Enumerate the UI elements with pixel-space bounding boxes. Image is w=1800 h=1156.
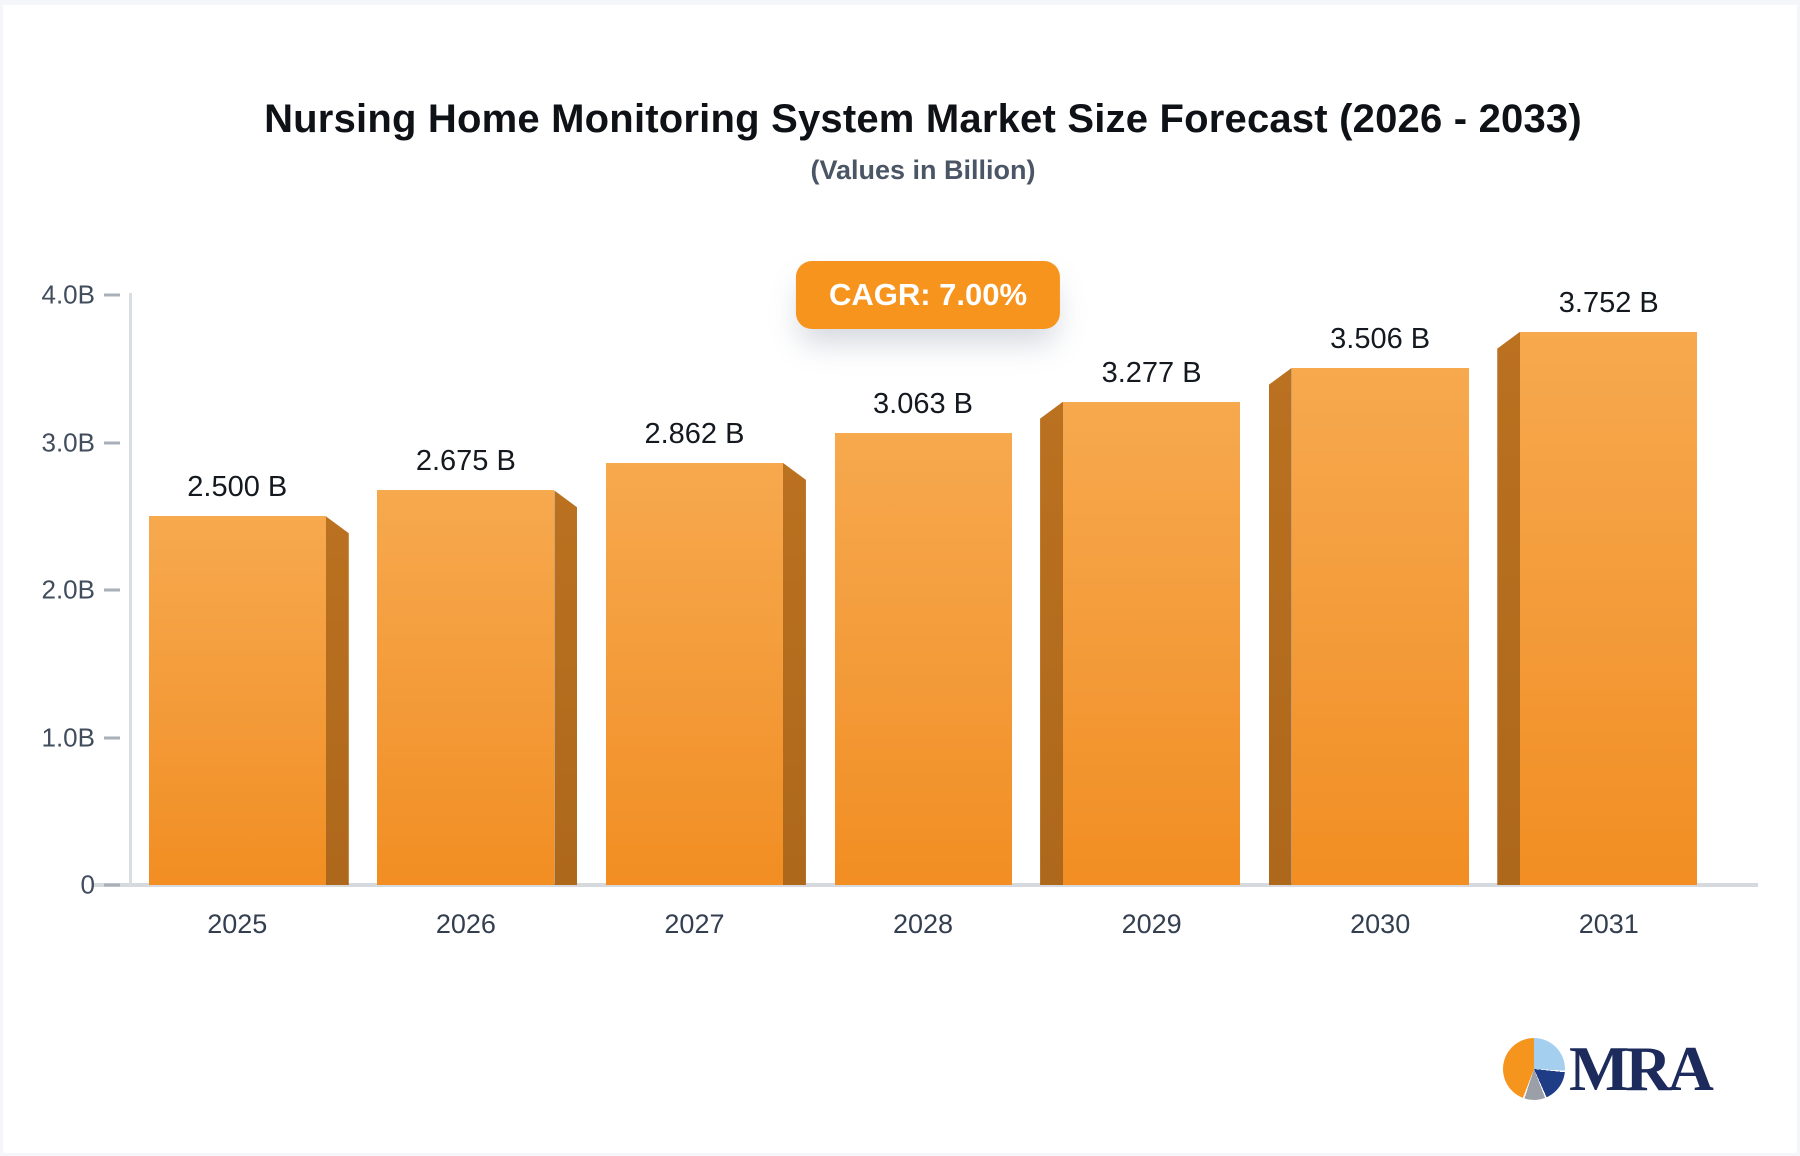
y-tick-label: 2.0B <box>41 574 96 605</box>
cagr-badge: CAGR: 7.00% <box>795 261 1061 329</box>
y-tick-mark <box>104 883 120 887</box>
bar-group-2031: 3.752 B 2031 <box>1494 287 1723 939</box>
bar-3d-side <box>554 490 578 885</box>
bar-value-label: 2.675 B <box>415 445 516 478</box>
bar-value-label: 3.063 B <box>873 388 974 421</box>
pie-chart-icon <box>1503 1038 1565 1100</box>
x-tick-label: 2031 <box>1578 909 1639 939</box>
bar <box>605 462 783 885</box>
bar <box>834 433 1012 885</box>
bar-3d-side <box>1497 331 1521 885</box>
bar-group-2026: 2.675 B 2026 <box>352 295 581 939</box>
x-tick-label: 2025 <box>207 909 268 939</box>
bar-group-2027: 2.862 B 2027 <box>580 295 809 939</box>
bar <box>1520 331 1698 885</box>
x-tick-label: 2029 <box>1121 909 1182 939</box>
bar-3d-side <box>1040 401 1064 885</box>
brand-logo: MRA <box>1503 1033 1714 1104</box>
bar-value-label: 2.862 B <box>644 417 745 450</box>
chart-title: Nursing Home Monitoring System Market Si… <box>264 97 1582 141</box>
bar-group-2025: 2.500 B 2025 <box>123 295 352 939</box>
y-tick-mark <box>104 441 120 444</box>
bar-value-label: 3.506 B <box>1330 322 1431 355</box>
x-tick-label: 2028 <box>892 909 954 939</box>
bar-value-label: 3.752 B <box>1558 286 1659 319</box>
x-tick-label: 2026 <box>435 909 496 939</box>
y-tick-label: 0 <box>80 869 95 900</box>
bar-group-2028: 3.063 B 2028 <box>809 295 1038 939</box>
bar-3d-side <box>782 462 806 885</box>
chart-card: Nursing Home Monitoring System Market Si… <box>3 5 1797 1153</box>
bar <box>377 490 555 885</box>
x-axis-line <box>93 883 1758 887</box>
x-tick-label: 2030 <box>1350 909 1411 939</box>
y-tick-mark <box>104 736 120 739</box>
bar <box>148 516 326 885</box>
y-tick-label: 3.0B <box>41 427 96 457</box>
bar-3d-side <box>325 516 349 885</box>
x-tick-label: 2027 <box>664 909 725 939</box>
y-tick-label: 4.0B <box>41 279 96 310</box>
y-tick-label: 1.0B <box>41 722 96 752</box>
y-tick-mark <box>104 588 120 592</box>
bar <box>1063 401 1241 885</box>
y-tick-mark <box>104 293 120 297</box>
bars-row: 2.500 B 2025 2.675 B 2026 2.862 B 2027 3.063 B… <box>123 287 1723 939</box>
bar-value-label: 3.277 B <box>1101 356 1202 389</box>
brand-name: MRA <box>1569 1033 1714 1104</box>
bar-group-2030: 3.506 B 2030 <box>1266 295 1495 939</box>
chart-subtitle: (Values in Billion) <box>810 155 1036 185</box>
bar-3d-side <box>1268 367 1292 885</box>
y-axis-line <box>129 293 132 887</box>
bar <box>1291 367 1469 885</box>
bar-value-label: 2.500 B <box>187 471 288 504</box>
bar-group-2029: 3.277 B 2029 <box>1037 295 1266 939</box>
